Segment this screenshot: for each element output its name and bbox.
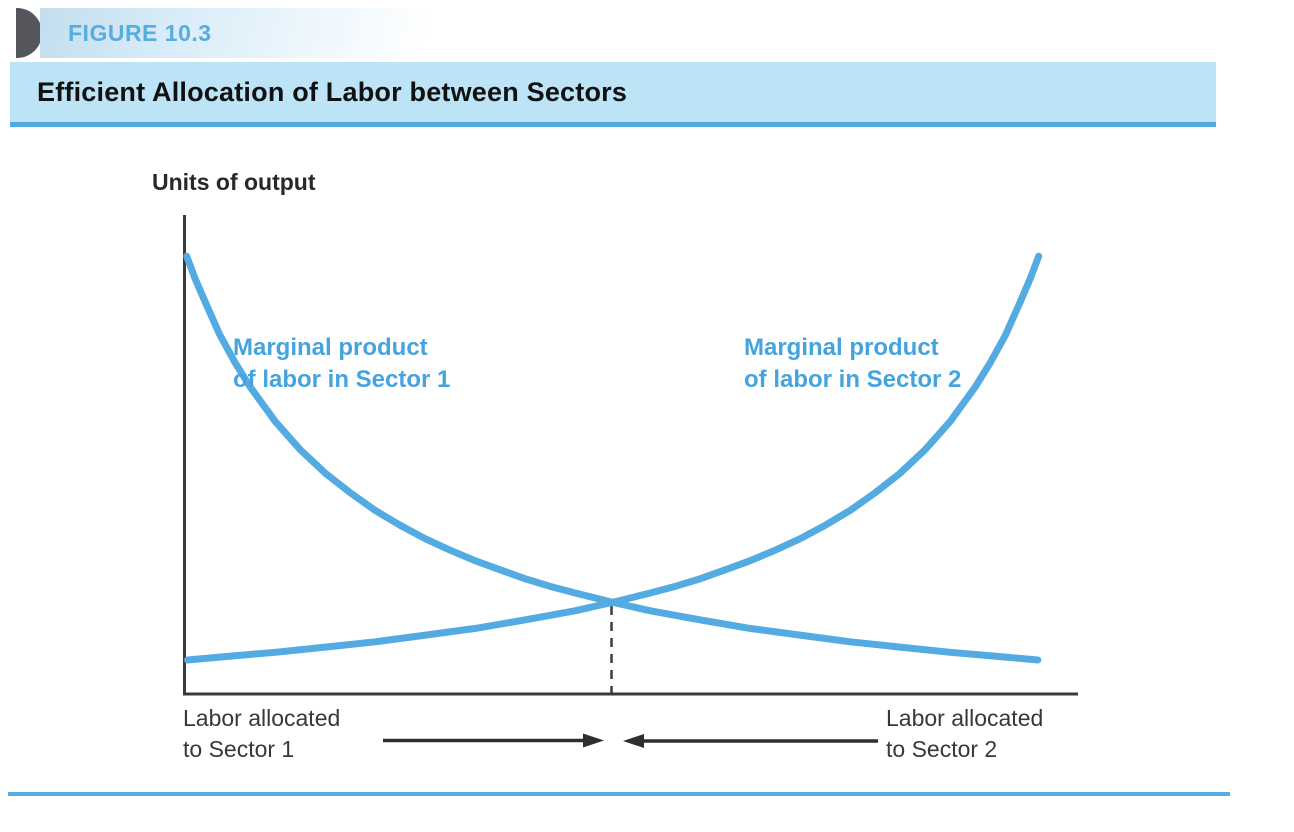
curve-label-sector2: Marginal product of labor in Sector 2 <box>744 334 962 393</box>
mpl-sector1-curve <box>183 252 1042 664</box>
bottom-rule <box>8 792 1230 796</box>
curve-label-sector1: Marginal product of labor in Sector 1 <box>233 334 451 393</box>
figure-title: Efficient Allocation of Labor between Se… <box>37 76 628 107</box>
curves-group <box>183 252 1043 664</box>
x-axis-label-sector2: Labor allocated to Sector 2 <box>886 705 1044 762</box>
title-band-underline <box>10 122 1216 127</box>
figure-number-label: FIGURE 10.3 <box>68 20 212 46</box>
x-axis-label-sector1: Labor allocated to Sector 1 <box>183 705 341 762</box>
y-axis-title: Units of output <box>152 169 316 195</box>
figure-title-band: Efficient Allocation of Labor between Se… <box>10 62 1216 122</box>
arrow-right-head <box>583 733 604 748</box>
figure-band-gradient <box>40 8 510 58</box>
arrow-right <box>383 733 604 748</box>
arrow-left <box>623 734 878 748</box>
mpl-sector2-curve <box>184 252 1043 664</box>
half-circle-ornament <box>16 8 42 58</box>
arrow-left-head <box>623 734 644 748</box>
